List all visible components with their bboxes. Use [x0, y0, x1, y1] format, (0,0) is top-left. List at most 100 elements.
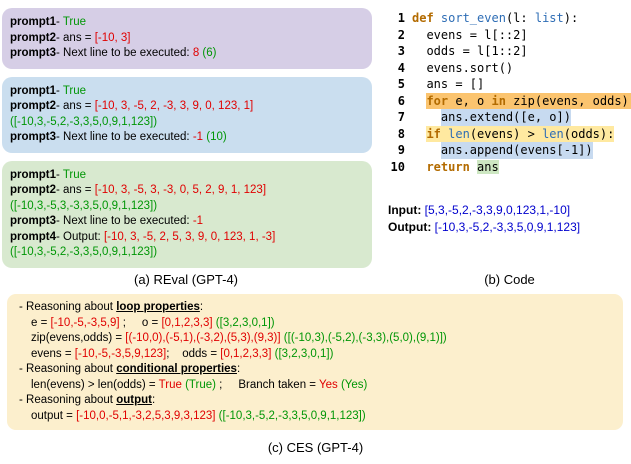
line-number: 4	[397, 60, 405, 75]
io-block: Input: [5,3,-5,2,-3,3,9,0,123,1,-10] Outp…	[388, 202, 631, 236]
text-segment: ([-10,3,-5,3,-3,3,5,0,9,1,123])	[10, 199, 158, 212]
prompt-line: prompt4- Output: [-10, 3, -5, 2, 5, 3, 9…	[10, 230, 364, 246]
text-segment: [-10, 3]	[94, 31, 131, 44]
text-segment: len	[542, 126, 564, 141]
prompt-line: prompt2- ans = [-10, 3]	[10, 31, 364, 47]
text-segment: - ans =	[56, 31, 95, 44]
prompt-line: ([-10,3,-5,3,-3,3,5,0,9,1,123])	[10, 199, 364, 215]
text-segment: (Yes)	[340, 378, 368, 391]
code-line: 5 ans = []	[388, 76, 631, 93]
text-segment: - Output:	[56, 230, 104, 243]
text-segment: (l:	[505, 11, 535, 25]
text-segment: len	[448, 126, 470, 141]
text-segment: [-10, 3, -5, 2, 5, 3, 9, 0, 123, 1, -3]	[103, 230, 276, 243]
text-segment: ):	[563, 11, 579, 25]
code-panel: 1 def sort_even(l: list): 2 evens = l[::2]…	[388, 10, 631, 236]
code-text: ans.append(evens[-1])	[440, 142, 593, 159]
text-segment: [(-10,0),(-5,1),(-3,2),(5,3),(9,3)]	[125, 332, 281, 344]
text-segment: prompt2	[10, 100, 56, 112]
text-segment: (10)	[206, 131, 227, 143]
text-segment: Yes	[319, 378, 338, 391]
code-text: def sort_even(l: list):	[412, 10, 578, 27]
code-line: 2 evens = l[::2]	[388, 27, 631, 44]
text-segment: ([(-10,3),(-5,2),(-3,3),(5,0),(9,1)])	[283, 332, 447, 344]
line-number: 6	[397, 93, 405, 108]
text-segment: -	[56, 168, 63, 181]
text-segment: ([-10,3,-5,2,-3,3,5,0,9,1,123])	[218, 409, 366, 422]
text-segment: [-10,0,-5,1,-3,2,5,3,9,3,123]	[76, 409, 216, 422]
text-segment: prompt3	[10, 47, 56, 59]
text-segment: in	[491, 93, 506, 108]
code-indent	[412, 43, 426, 60]
text-segment: -1	[192, 131, 204, 143]
text-segment: - Reasoning about	[19, 394, 117, 406]
text-segment: -	[56, 16, 63, 28]
text-segment: ([-10,3,-5,2,-3,3,5,0,9,1,123])	[10, 115, 158, 128]
code-text: odds = l[1::2]	[426, 43, 527, 60]
text-segment: ([-10,3,-5,2,-3,3,5,0,9,1,123])	[10, 246, 158, 258]
text-segment: e, o	[448, 93, 492, 108]
code-line: 8 if len(evens) > len(odds):	[388, 125, 631, 143]
text-segment: - Reasoning about	[19, 363, 117, 375]
prompt-line: ([-10,3,-5,2,-3,3,5,0,9,1,123])	[10, 245, 364, 261]
caption-reval: (a) REval (GPT-4)	[133, 272, 238, 287]
ces-line: evens = [-10,-5,-3,5,9,123]; odds = [0,1…	[15, 347, 615, 363]
prompt-line: prompt2- ans = [-10, 3, -5, 2, -3, 3, 9,…	[10, 99, 364, 115]
text-segment: loop properties	[116, 301, 200, 313]
text-segment: [5,3,-5,2,-3,3,9,0,123,1,-10]	[424, 203, 571, 217]
code-line: 3 odds = l[1::2]	[388, 43, 631, 60]
text-segment: - Reasoning about	[19, 301, 117, 313]
prompt-line: prompt3- Next line to be executed: -1 (1…	[10, 130, 364, 146]
code-line: 10 return ans	[388, 159, 631, 176]
text-segment: ans.extend([e, o])	[440, 110, 571, 124]
text-segment: evens =	[31, 347, 75, 360]
prompt-boxes: prompt1- True prompt2- ans = [-10, 3] prom…	[2, 8, 372, 268]
code-indent	[412, 93, 426, 110]
code-indent	[412, 142, 441, 159]
line-number: 10	[390, 159, 405, 174]
prompt-line: prompt1- True	[10, 84, 364, 100]
ces-box: - Reasoning about loop properties: e = [-…	[7, 294, 623, 430]
code-text: for e, o in zip(evens, odds):	[426, 92, 631, 109]
code-indent	[412, 76, 426, 93]
code-text: ans = []	[426, 76, 484, 93]
text-segment: [-10, 3, -5, 3, -3, 0, 5, 2, 9, 1, 123]	[94, 184, 267, 196]
ces-line: zip(evens,odds) = [(-10,0),(-5,1),(-3,2)…	[15, 331, 615, 347]
prompt-line: prompt1- True	[10, 168, 364, 184]
code-indent	[412, 126, 426, 143]
code-indent	[412, 60, 426, 77]
ces-line: - Reasoning about conditional properties…	[15, 362, 615, 378]
text-segment: prompt3	[10, 131, 56, 143]
text-segment: [-10,-5,-3,5,9]	[50, 316, 120, 329]
text-segment: [0,1,2,3,3]	[161, 316, 213, 329]
text-segment: zip(evens, odds):	[505, 93, 631, 108]
prompt-box: prompt1- True prompt2- ans = [-10, 3, -5,…	[2, 76, 372, 153]
reval-panel: prompt1- True prompt2- ans = [-10, 3] prom…	[2, 8, 372, 276]
text-segment: prompt1	[10, 16, 56, 28]
text-segment: -1	[192, 215, 204, 227]
text-segment: - ans =	[56, 100, 95, 112]
text-segment: :	[236, 363, 241, 375]
text-segment: :	[199, 301, 204, 313]
line-number: 9	[397, 143, 405, 157]
text-segment: True	[62, 16, 87, 28]
text-segment: ans = []	[426, 77, 485, 91]
text-segment: e =	[31, 316, 51, 329]
prompt-line: prompt1- True	[10, 15, 364, 31]
text-segment: ; odds =	[166, 347, 221, 360]
code-text: evens = l[::2]	[426, 27, 527, 44]
code-line: 1 def sort_even(l: list):	[388, 10, 631, 27]
text-segment	[470, 160, 477, 174]
text-segment: prompt2	[10, 184, 56, 196]
text-segment: prompt4	[10, 230, 56, 243]
prompt-line: prompt3- Next line to be executed: -1	[10, 214, 364, 230]
code-text: return ans	[426, 159, 499, 176]
text-segment: evens = l[::2]	[426, 27, 528, 42]
io-line: Input: [5,3,-5,2,-3,3,9,0,123,1,-10]	[388, 202, 631, 219]
text-segment: output =	[31, 409, 77, 422]
text-segment: len(evens) > len(odds) =	[31, 378, 159, 391]
text-segment: (evens) >	[469, 126, 543, 141]
ces-line: e = [-10,-5,-3,5,9] ; o = [0,1,2,3,3] ([…	[15, 316, 615, 332]
text-segment: (True)	[185, 378, 216, 391]
io-line: Output: [-10,3,-5,2,-3,3,5,0,9,1,123]	[388, 219, 631, 236]
